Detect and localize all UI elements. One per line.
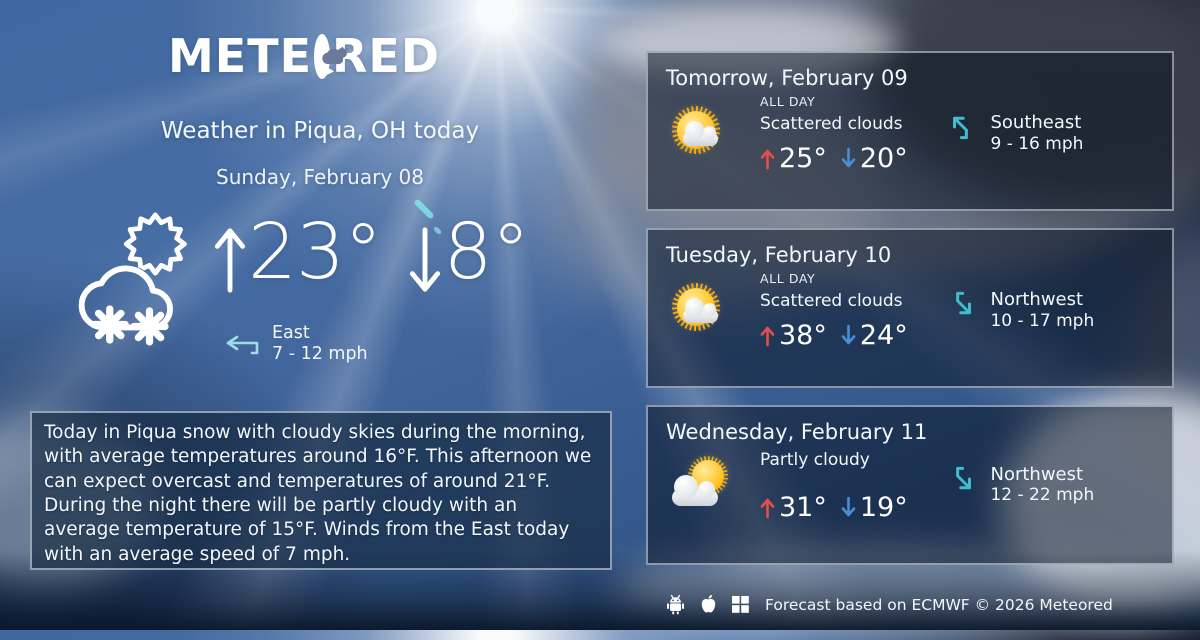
meteored-logo: METE RED: [168, 29, 440, 86]
high-arrow-icon: [760, 149, 775, 170]
card-date: Tomorrow, February 09: [666, 66, 908, 90]
card-high-temp: 25°: [779, 143, 827, 174]
card-low-temp: 19°: [859, 492, 908, 523]
card-condition: Partly cloudy: [760, 450, 870, 470]
sun-cloud-icon: [672, 281, 730, 339]
card-high-temp: 38°: [779, 320, 827, 351]
card-period: ALL DAY: [760, 94, 816, 109]
wind-direction-southeast-arrow-icon: [956, 466, 972, 489]
logo-text-left: METE: [168, 29, 312, 83]
wind-direction-southeast-arrow-icon: [956, 291, 972, 315]
today-wind-direction: East: [272, 323, 310, 343]
logo-cloud-glyph: [322, 46, 349, 64]
low-arrow-icon: [410, 227, 441, 292]
high-arrow-icon: [760, 326, 775, 347]
wind-direction-west-arrow-icon: [226, 335, 259, 355]
logo-cloud-bubble-icon: [313, 33, 349, 86]
today-low-temp: 8°: [443, 208, 529, 297]
card-wind-direction: Southeast: [990, 112, 1082, 133]
forecast-card-wednesday[interactable]: Wednesday, February 11 Partly cloudy 31°…: [646, 405, 1174, 565]
apple-icon[interactable]: [700, 594, 717, 614]
card-wind-speed: 12 - 22 mph: [990, 485, 1095, 506]
card-low-temp: 20°: [859, 143, 908, 174]
card-wind-speed: 10 - 17 mph: [990, 310, 1095, 331]
today-wind-speed: 7 - 12 mph: [272, 343, 368, 364]
today-wind: East 7 - 12 mph: [224, 323, 368, 364]
page-title: Weather in Piqua, OH today: [160, 118, 480, 144]
forecast-card-tuesday[interactable]: Tuesday, February 10 ALL DAY Scattered c…: [646, 228, 1174, 388]
weather-summary: Today in Piqua snow with cloudy skies du…: [30, 411, 612, 570]
android-icon[interactable]: [666, 594, 685, 615]
high-arrow-icon: [214, 228, 246, 293]
cloud-sun-icon: [672, 455, 730, 514]
forecast-credit: Forecast based on ECMWF © 2026 Meteored: [765, 596, 1113, 614]
card-date: Tuesday, February 10: [666, 243, 892, 267]
platform-icons: [666, 592, 749, 616]
sun-cloud-icon: [672, 104, 730, 162]
card-wind-speed: 9 - 16 mph: [990, 133, 1084, 154]
today-high-temp: 23°: [248, 208, 382, 297]
low-arrow-icon: [841, 496, 856, 517]
card-wind-direction: Northwest: [990, 289, 1084, 310]
snow-cloud-sun-icon: [70, 208, 198, 346]
card-wind-direction: Northwest: [990, 463, 1084, 485]
windows-icon[interactable]: [732, 595, 749, 613]
low-arrow-icon: [841, 324, 856, 345]
card-condition: Scattered clouds: [760, 114, 903, 134]
logo-text-right: RED: [331, 29, 440, 83]
forecast-card-tomorrow[interactable]: Tomorrow, February 09 ALL DAY Scattered …: [646, 51, 1174, 211]
card-high-temp: 31°: [779, 492, 827, 523]
card-period: ALL DAY: [760, 271, 816, 286]
current-date: Sunday, February 08: [216, 165, 424, 189]
high-arrow-icon: [760, 498, 775, 519]
card-condition: Scattered clouds: [760, 291, 903, 311]
today-temperatures: 23° 8°: [212, 208, 530, 297]
low-arrow-icon: [841, 147, 856, 168]
wind-direction-northwest-arrow-icon: [953, 116, 969, 140]
card-date: Wednesday, February 11: [666, 420, 928, 444]
card-low-temp: 24°: [859, 320, 908, 351]
